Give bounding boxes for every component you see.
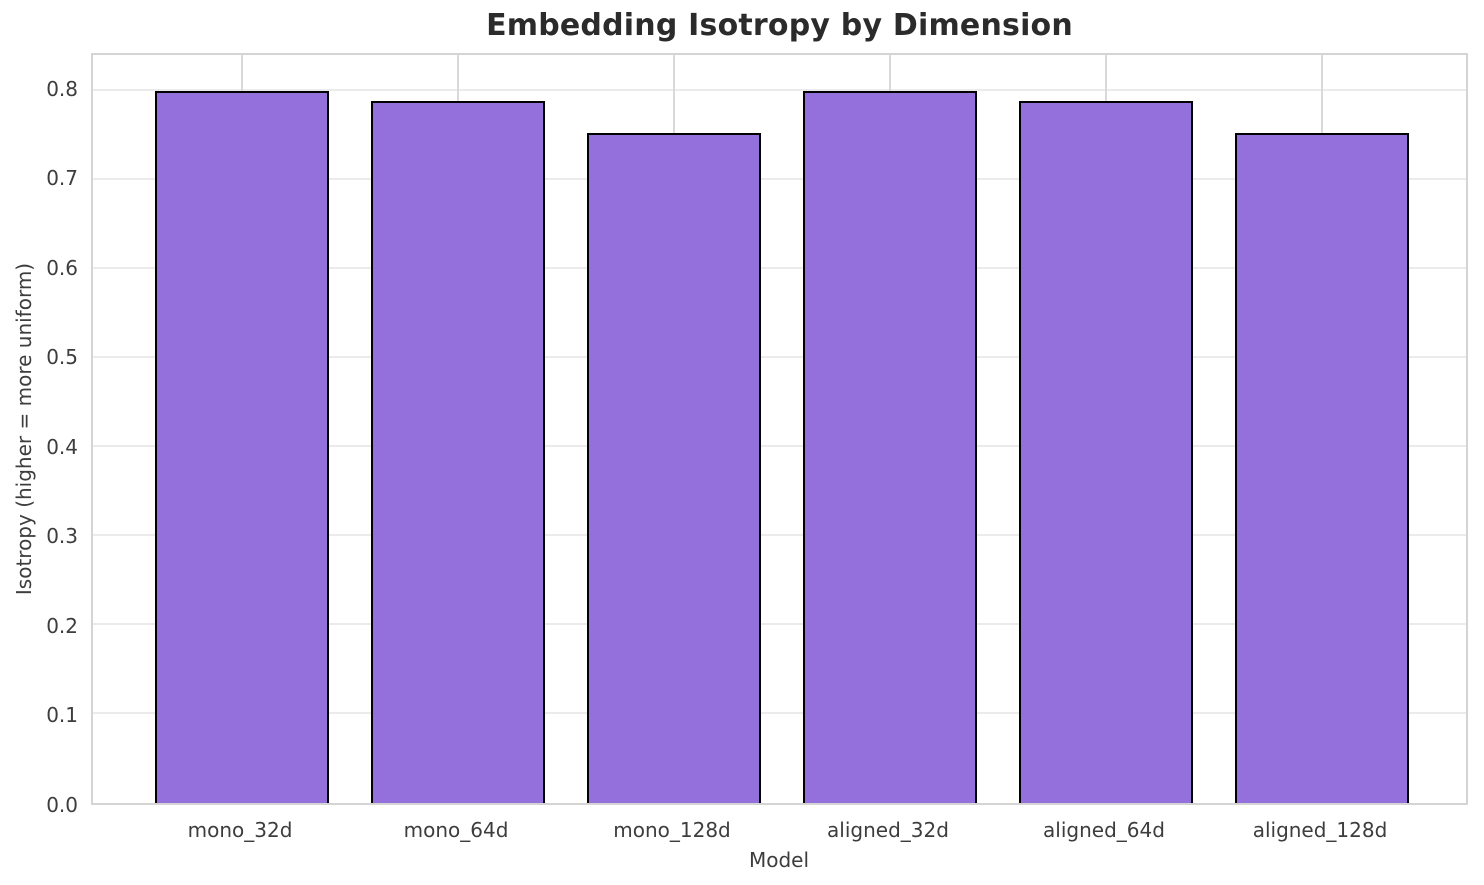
y-tick-label: 0.5	[46, 345, 78, 370]
bar-mono_32d	[155, 90, 329, 803]
bar-mono_128d	[587, 133, 761, 803]
y-tick-label: 0.6	[46, 255, 78, 280]
bar-aligned_64d	[1019, 101, 1193, 803]
bar-aligned_32d	[803, 90, 977, 803]
y-tick-label: 0.2	[46, 613, 78, 638]
h-gridline	[93, 355, 1466, 358]
x-tick-label: aligned_64d	[1043, 818, 1165, 842]
y-tick-label: 0.8	[46, 76, 78, 101]
bar-aligned_128d	[1235, 133, 1409, 803]
h-gridline	[93, 177, 1466, 180]
x-tick-label: mono_64d	[403, 818, 509, 842]
y-tick-label: 0.3	[46, 524, 78, 549]
chart-title: Embedding Isotropy by Dimension	[486, 8, 1073, 43]
h-gridline	[93, 266, 1466, 269]
x-tick-label: aligned_128d	[1252, 818, 1388, 842]
h-gridline	[93, 622, 1466, 625]
x-axis-label: Model	[748, 848, 810, 872]
h-gridline	[93, 444, 1466, 447]
y-tick-label: 0.4	[46, 434, 78, 459]
y-tick-label: 0.0	[46, 793, 78, 817]
x-tick-label: mono_32d	[187, 818, 293, 842]
x-tick-label: aligned_32d	[827, 818, 949, 842]
h-gridline	[93, 88, 1466, 91]
bar-mono_64d	[371, 101, 545, 803]
y-tick-label: 0.7	[46, 166, 78, 191]
h-gridline	[93, 711, 1466, 714]
x-tick-label: mono_128d	[613, 818, 731, 842]
plot-area	[91, 53, 1468, 805]
h-gridline	[93, 533, 1466, 536]
y-tick-label: 0.1	[46, 703, 78, 728]
